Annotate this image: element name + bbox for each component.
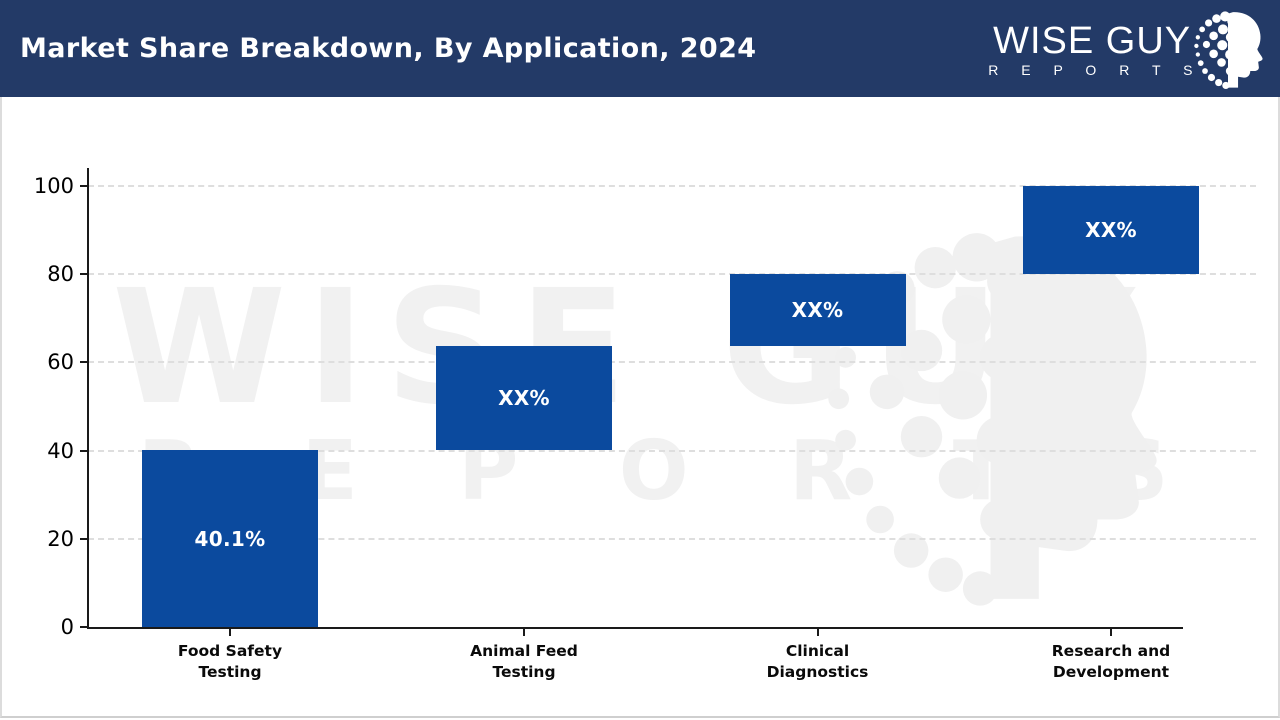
x-category-label-line: Diagnostics	[766, 663, 869, 681]
logo-wordmark: WISE GUY	[993, 19, 1192, 62]
x-category-label-line: Animal Feed	[470, 642, 578, 660]
x-tick-2	[523, 629, 525, 636]
x-tick-3	[816, 629, 819, 636]
gridline-80	[88, 273, 1256, 276]
y-tick-label-60: 60	[47, 350, 74, 375]
x-category-label-line: Clinical	[785, 642, 850, 660]
x-category-label: Food Safety Testing	[120, 641, 340, 683]
wise-guy-logo: WISE GUY R E P O R T S	[982, 8, 1264, 90]
y-tick-60	[80, 361, 88, 364]
x-category-label-line: Development	[1052, 663, 1170, 681]
gridline-100	[88, 185, 1256, 187]
bar-value-label: XX%	[1085, 218, 1137, 243]
logo-reports-label: R E P O R T S	[988, 61, 1202, 78]
gridline-60	[88, 361, 1256, 364]
y-tick-label-80: 80	[47, 262, 74, 287]
x-category-label-line: Research and	[1051, 642, 1171, 660]
header-bar: Market Share Breakdown, By Application, …	[0, 0, 1280, 97]
page-title: Market Share Breakdown, By Application, …	[20, 33, 757, 64]
canvas-border	[0, 97, 1280, 718]
x-category-label: Research and Development	[1001, 641, 1221, 683]
y-tick-20	[80, 537, 88, 540]
x-tick-1	[229, 629, 231, 636]
bar-2: XX%	[436, 346, 612, 451]
y-tick-label-20: 20	[47, 526, 74, 551]
y-tick-label-0: 0	[60, 615, 74, 639]
y-tick-40	[80, 449, 88, 452]
y-tick-label-40: 40	[47, 438, 74, 463]
y-tick-0	[80, 626, 88, 628]
gridline-20	[88, 537, 1256, 540]
x-tick-4	[1110, 629, 1112, 636]
gridline-40	[88, 449, 1256, 452]
y-tick-label-100: 100	[33, 174, 74, 198]
head-profile-icon	[1192, 10, 1264, 89]
bar-1: 40.1%	[142, 450, 318, 627]
x-axis	[87, 627, 1183, 629]
y-tick-80	[80, 273, 88, 276]
logo-text: WISE GUY R E P O R T S	[982, 21, 1202, 78]
x-category-label-line: Testing	[198, 663, 262, 681]
bar-3: XX%	[729, 274, 906, 347]
x-category-label: Clinical Diagnostics	[708, 641, 928, 683]
x-category-label-line: Testing	[492, 663, 556, 681]
bar-value-label: XX%	[791, 298, 844, 323]
bar-4: XX%	[1023, 186, 1199, 275]
bar-value-label: XX%	[498, 386, 550, 411]
y-tick-100	[80, 185, 88, 187]
y-axis	[87, 168, 89, 629]
x-category-label: Animal Feed Testing	[414, 641, 634, 683]
x-category-label-line: Food Safety	[177, 642, 283, 660]
bar-value-label: 40.1%	[194, 526, 266, 551]
chart-area: 0 20 40 60 80 100 40.1% Food Safety Testing XX% An…	[0, 97, 1280, 720]
